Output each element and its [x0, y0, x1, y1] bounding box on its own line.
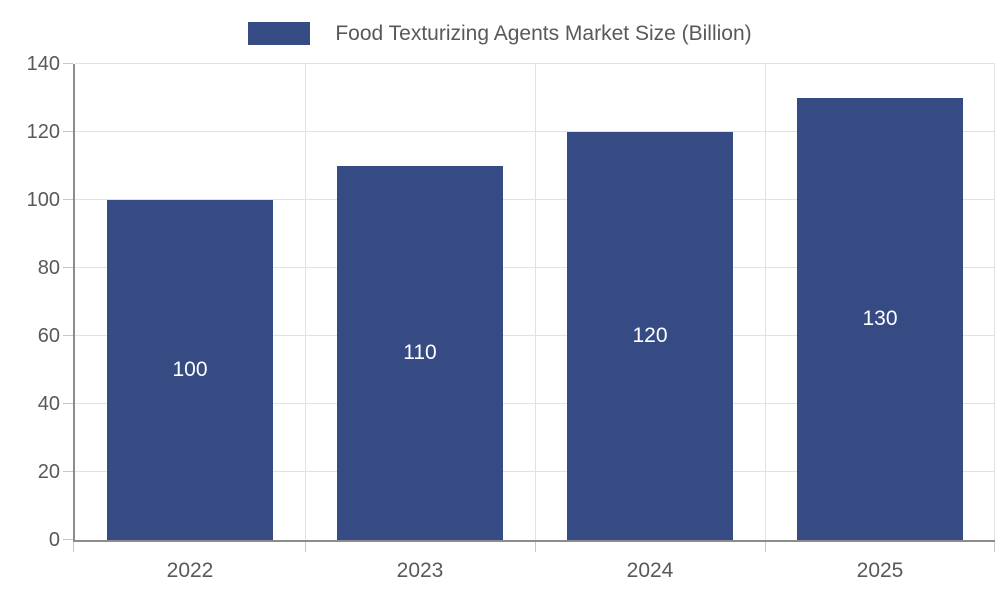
y-axis-tick-label: 80: [37, 257, 60, 279]
gridline-vertical: [305, 64, 306, 540]
y-axis-tick-label: 20: [37, 461, 60, 483]
y-axis-tick: [63, 539, 73, 541]
y-axis-tick-label: 60: [37, 325, 60, 347]
legend-label: Food Texturizing Agents Market Size (Bil…: [335, 21, 752, 45]
y-axis-tick: [63, 267, 73, 269]
bar: 110: [337, 166, 503, 540]
bar: 100: [107, 200, 273, 540]
bar-value-label: 110: [403, 341, 437, 364]
x-axis-category-label: 2023: [396, 559, 444, 582]
bar-value-label: 100: [172, 358, 208, 381]
gridline-vertical: [535, 64, 536, 540]
legend: Food Texturizing Agents Market Size (Bil…: [0, 20, 1000, 47]
legend-swatch: [248, 22, 311, 45]
y-axis-tick-label: 120: [26, 121, 60, 143]
y-axis-tick-label: 140: [26, 53, 60, 75]
x-axis-tick: [535, 542, 536, 552]
gridline-horizontal: [75, 63, 995, 65]
x-axis-category-label: 2024: [626, 559, 674, 582]
y-axis-tick: [63, 403, 73, 405]
y-axis-tick: [63, 335, 73, 337]
y-axis-tick: [63, 199, 73, 201]
y-axis-tick: [63, 131, 73, 133]
x-axis-category-label: 2025: [856, 559, 904, 582]
x-axis-tick: [305, 542, 306, 552]
x-axis-tick: [993, 542, 995, 552]
y-axis-tick: [63, 63, 73, 65]
y-axis-tick-label: 100: [26, 189, 60, 211]
x-axis-tick: [73, 542, 74, 552]
x-axis-tick: [765, 542, 766, 552]
bar-value-label: 130: [862, 307, 898, 330]
gridline-vertical: [993, 64, 995, 540]
bar: 120: [567, 132, 733, 540]
y-axis-tick-label: 40: [37, 393, 60, 415]
y-axis-tick-label: 0: [48, 529, 60, 551]
bar: 130: [797, 98, 963, 540]
bar-value-label: 120: [632, 324, 668, 347]
x-axis-category-label: 2022: [166, 559, 214, 582]
y-axis-tick: [63, 471, 73, 473]
plot-area: 0 20 40 60 80 100 120 140 100 2022 110 2023 120 2024 1…: [27, 53, 995, 582]
gridline-vertical: [765, 64, 766, 540]
